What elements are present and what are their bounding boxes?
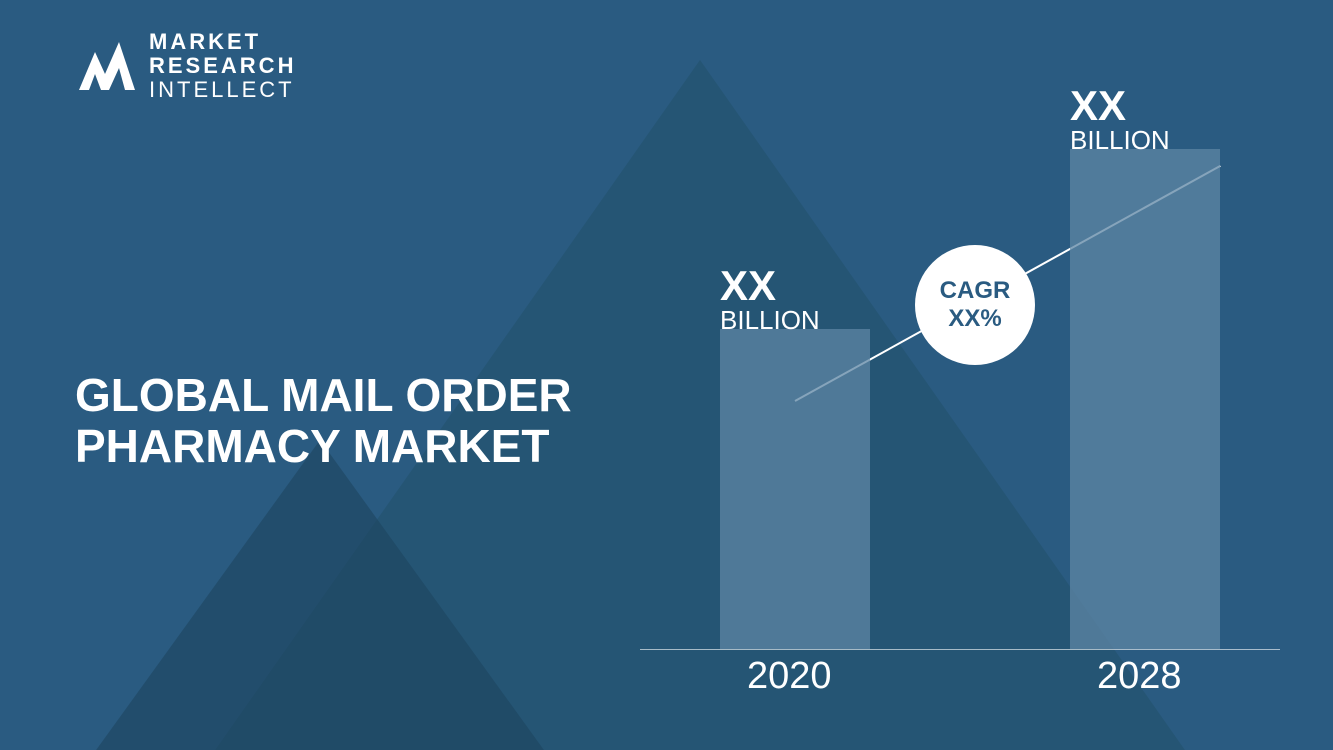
bar-value: XX [1070,85,1170,127]
bar-value: XX [720,265,820,307]
brand-logo: MARKET RESEARCH INTELLECT [75,30,296,103]
x-axis [640,649,1280,650]
logo-line1: MARKET [149,30,296,54]
cagr-badge: CAGR XX% [915,245,1035,365]
cagr-value: XX% [948,305,1001,333]
xtick-2028: 2028 [1097,655,1182,698]
market-size-chart: CAGR XX% XXBILLION2020XXBILLION2028 [640,80,1290,650]
bar-2020 [720,329,870,649]
logo-line2: RESEARCH [149,54,296,78]
bar-label-2020: XXBILLION [720,265,820,333]
logo-mark-icon [75,38,139,94]
bg-triangle-small [60,440,580,750]
bar-unit: BILLION [720,307,820,333]
page-title: GLOBAL MAIL ORDER PHARMACY MARKET [75,370,575,471]
xtick-2020: 2020 [747,655,832,698]
cagr-label: CAGR [940,277,1011,305]
infographic-canvas: MARKET RESEARCH INTELLECT GLOBAL MAIL OR… [0,0,1333,750]
logo-line3: INTELLECT [149,78,296,102]
logo-text: MARKET RESEARCH INTELLECT [149,30,296,103]
bar-unit: BILLION [1070,127,1170,153]
bar-2028 [1070,149,1220,649]
bar-label-2028: XXBILLION [1070,85,1170,153]
